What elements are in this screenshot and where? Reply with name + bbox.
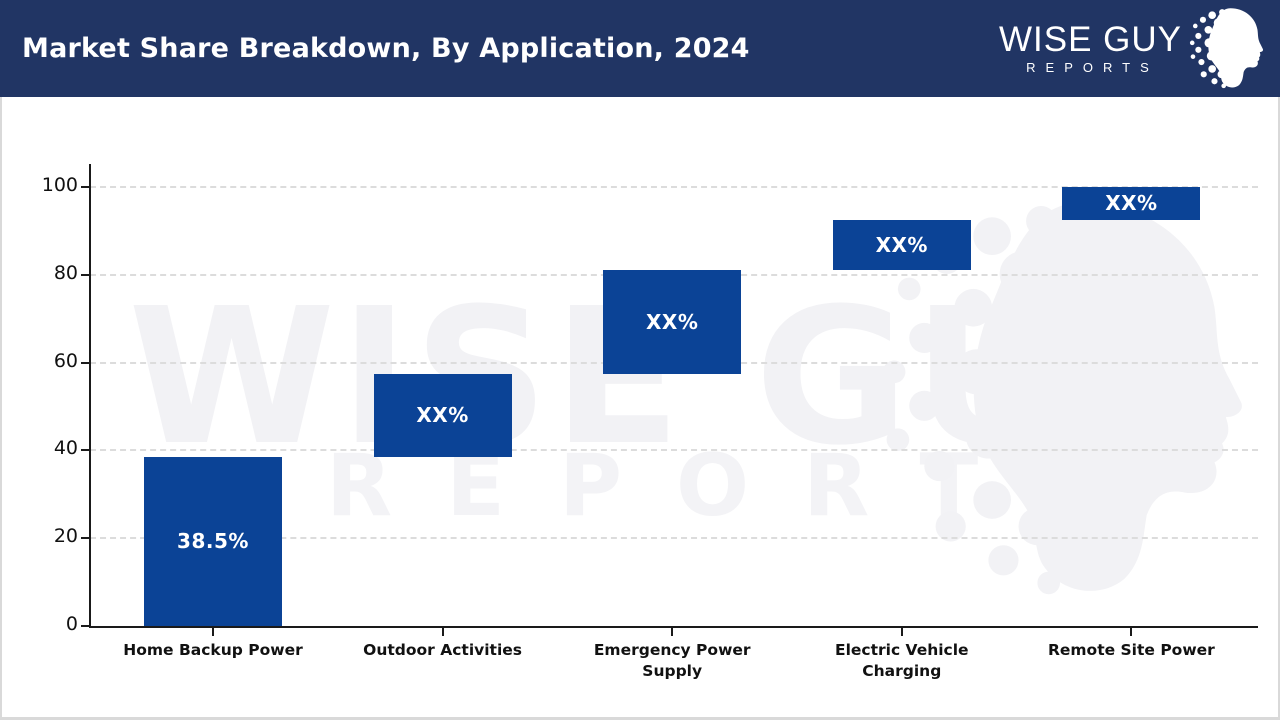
x-tick-mark	[212, 628, 214, 636]
category-label: Remote Site Power	[1047, 641, 1215, 659]
x-tick-mark	[441, 628, 444, 636]
y-tick-mark	[81, 449, 89, 452]
y-axis-line	[89, 164, 91, 628]
logo-wordmark: WISE GUY REPORTS	[998, 19, 1182, 76]
bar-value-label: XX%	[1105, 191, 1158, 216]
x-axis-line	[89, 626, 1258, 628]
y-tick-mark	[81, 361, 89, 364]
bar-value-label: 38.5%	[177, 529, 249, 554]
y-axis-tick-label: 20	[53, 525, 78, 548]
bar-segment: XX%	[832, 219, 971, 271]
header: Market Share Breakdown, By Application, …	[0, 0, 1280, 97]
logo-name: WISE GUY	[998, 19, 1182, 59]
x-tick-mark	[671, 628, 674, 636]
y-axis-tick-label: 0	[65, 613, 78, 635]
y-tick-mark	[81, 273, 89, 276]
y-axis-tick-label: 80	[53, 261, 78, 284]
category-label: Outdoor Activities	[363, 641, 523, 659]
bar-segment: XX%	[373, 373, 512, 457]
bar-segment: XX%	[603, 270, 742, 374]
y-tick-mark	[81, 186, 89, 188]
bar-segment: 38.5%	[144, 456, 282, 626]
bar-value-label: XX%	[875, 233, 928, 258]
x-tick-mark	[900, 628, 903, 636]
chart-title: Market Share Breakdown, By Application, …	[22, 33, 750, 64]
bar-segment: XX%	[1062, 187, 1201, 220]
y-tick-mark	[81, 625, 89, 627]
y-axis-tick-label: 60	[53, 349, 78, 372]
bar-value-label: XX%	[416, 403, 469, 428]
logo-subtitle: REPORTS	[1026, 60, 1159, 76]
gridline	[90, 537, 1258, 540]
y-tick-mark	[81, 537, 89, 540]
logo-head-icon	[1189, 7, 1264, 88]
brand-logo: WISE GUY REPORTS	[999, 6, 1266, 92]
category-label: Home Backup Power	[123, 641, 303, 659]
y-axis-tick-label: 40	[53, 437, 78, 460]
gridline	[90, 186, 1258, 188]
x-tick-mark	[1130, 628, 1133, 636]
category-label: Emergency Power Supply	[593, 641, 751, 680]
gridline	[90, 449, 1258, 452]
bar-value-label: XX%	[645, 309, 699, 334]
category-label: Electric Vehicle Charging	[835, 641, 969, 680]
y-axis-tick-label: 100	[41, 174, 78, 196]
